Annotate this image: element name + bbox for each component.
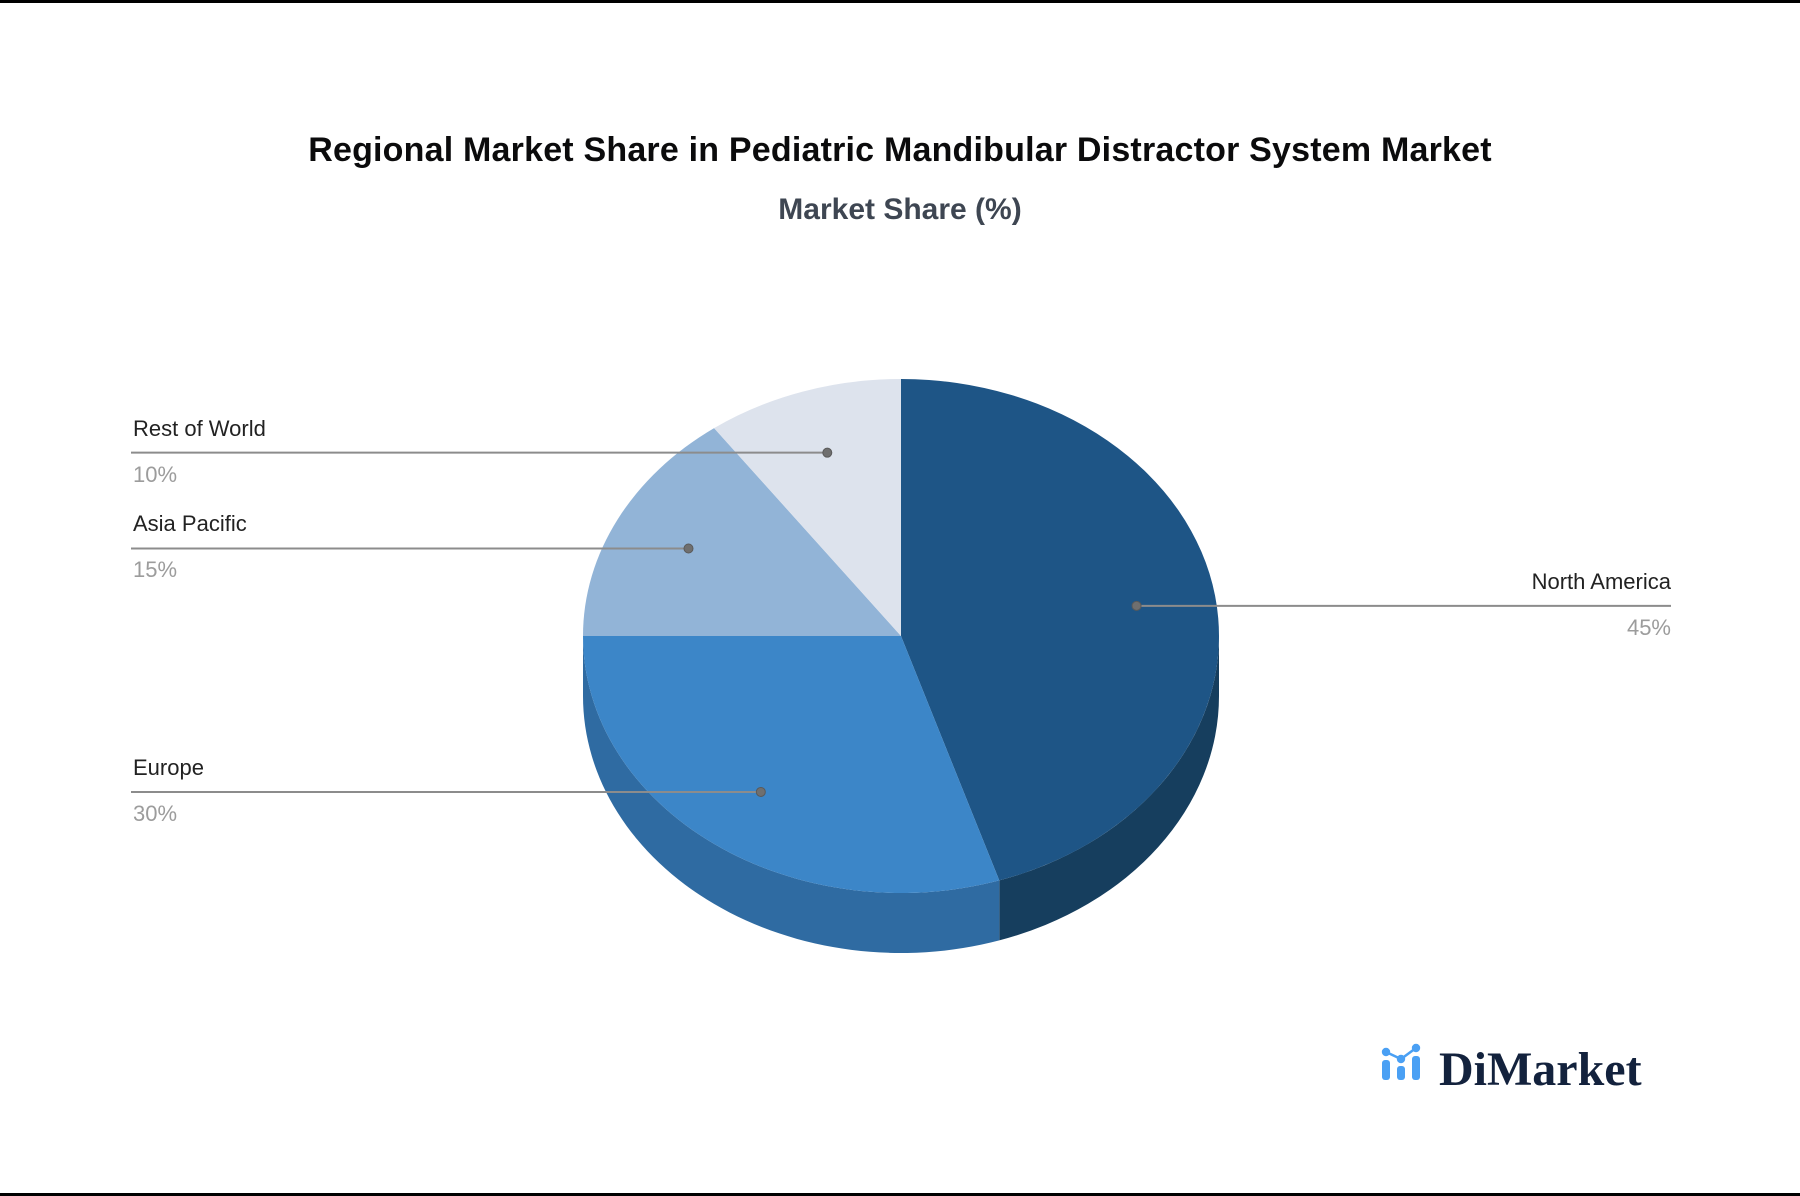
bar-line-chart-icon xyxy=(1381,1043,1421,1080)
pie-slice-rest-of-world[interactable] xyxy=(714,379,901,636)
connector-dot-north-america xyxy=(1131,600,1142,611)
dimarket-logo-text: DiMarket xyxy=(1439,1043,1642,1096)
slice-name: Europe xyxy=(133,754,204,780)
pie-slice-europe[interactable] xyxy=(582,636,1000,893)
callout-asia-pacific: Asia Pacific 15% xyxy=(133,511,247,583)
chart-title: Regional Market Share in Pediatric Mandi… xyxy=(308,131,1492,169)
callout-rest-of-world: Rest of World 10% xyxy=(133,416,266,488)
slice-percent: 30% xyxy=(133,800,178,826)
slice-percent: 10% xyxy=(133,461,178,487)
pie-slice-side-europe xyxy=(582,636,1000,953)
slice-name: Rest of World xyxy=(133,415,266,441)
slice-name: Asia Pacific xyxy=(133,511,247,537)
pie-chart-3d xyxy=(131,379,1671,953)
connector-dot-asia-pacific xyxy=(683,543,694,554)
pie-slice-asia-pacific[interactable] xyxy=(583,428,901,636)
pie-slice-side-north-america xyxy=(999,636,1219,941)
callout-europe: Europe 30% xyxy=(133,755,204,827)
slice-percent: 45% xyxy=(1626,614,1671,640)
pie-slice-north-america[interactable] xyxy=(901,379,1219,881)
connector-dot-europe xyxy=(755,786,766,797)
slice-name: North America xyxy=(1531,568,1671,594)
chart-subtitle: Market Share (%) xyxy=(778,193,1022,226)
callout-north-america: North America 45% xyxy=(1532,569,1671,641)
slice-percent: 15% xyxy=(133,557,178,583)
connector-dot-rest-of-world xyxy=(822,447,833,458)
dimarket-logo: DiMarket xyxy=(1380,1040,1642,1094)
